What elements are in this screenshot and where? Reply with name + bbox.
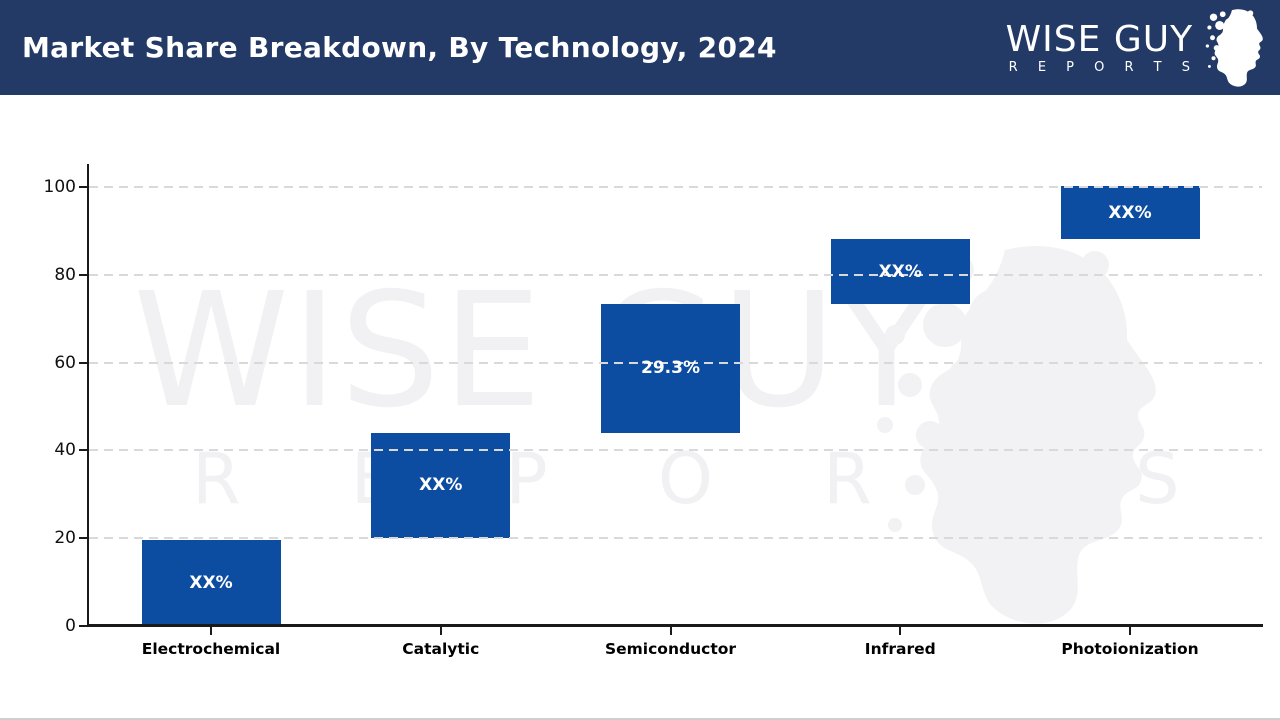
- x-axis-spine: [87, 624, 1263, 627]
- category-label: Infrared: [864, 640, 936, 658]
- x-tick-mark: [210, 627, 212, 635]
- logo-text: WISE GUY R E P O R T S: [1001, 18, 1198, 76]
- logo-wiseguy-label: WISE GUY: [1005, 18, 1194, 60]
- y-tick-mark: [79, 186, 87, 189]
- bar-value-label: XX%: [419, 475, 463, 496]
- bottom-border: [0, 718, 1280, 720]
- y-tick-label: 100: [43, 177, 76, 198]
- y-tick-mark: [79, 273, 87, 276]
- y-tick-label: 80: [54, 264, 76, 285]
- bar-value-label: XX%: [1108, 202, 1152, 223]
- page-title: Market Share Breakdown, By Technology, 2…: [22, 31, 777, 64]
- watermark-wiseguy-text: WISE GUY: [133, 259, 937, 443]
- bar-infrared: [830, 239, 970, 304]
- bar-value-label: XX%: [189, 572, 233, 593]
- y-axis-spine: [87, 164, 89, 627]
- y-tick-mark: [79, 449, 87, 452]
- x-tick-mark: [899, 627, 902, 635]
- logo-head-icon: [1205, 9, 1263, 87]
- logo-reports-label: R E P O R T S: [1008, 60, 1198, 76]
- gridline: [89, 449, 1262, 452]
- y-tick-mark: [79, 361, 87, 364]
- bar-photoionization: [1060, 186, 1200, 239]
- wise-guy-logo: WISE GUY R E P O R T S: [1001, 4, 1268, 92]
- y-tick-label: 0: [65, 615, 76, 636]
- y-tick-mark: [79, 624, 87, 627]
- gridline: [89, 186, 1262, 189]
- bar-semiconductor: [601, 304, 740, 433]
- category-label: Electrochemical: [141, 640, 281, 658]
- gridline: [89, 361, 1262, 364]
- category-label: Catalytic: [402, 640, 480, 658]
- category-label: Semiconductor: [604, 640, 737, 658]
- x-tick-mark: [1129, 627, 1131, 635]
- y-tick-label: 20: [54, 527, 76, 548]
- bar-value-label: XX%: [878, 261, 922, 282]
- bar-value-label: 29.3%: [641, 358, 700, 379]
- y-tick-label: 40: [54, 440, 76, 461]
- x-tick-mark: [669, 627, 672, 635]
- category-label: Photoionization: [1061, 640, 1199, 658]
- y-tick-mark: [79, 536, 87, 539]
- waterfall-chart: 0 20 40 60 80 100 XX% Electrochemical XX% Catalyt…: [0, 95, 1280, 720]
- header: Market Share Breakdown, By Technology, 2…: [0, 0, 1280, 95]
- gridline: [89, 536, 1262, 539]
- x-tick-mark: [439, 627, 442, 635]
- gridline: [89, 273, 1262, 276]
- y-tick-label: 60: [54, 352, 76, 373]
- bar-electrochemical: [141, 539, 281, 626]
